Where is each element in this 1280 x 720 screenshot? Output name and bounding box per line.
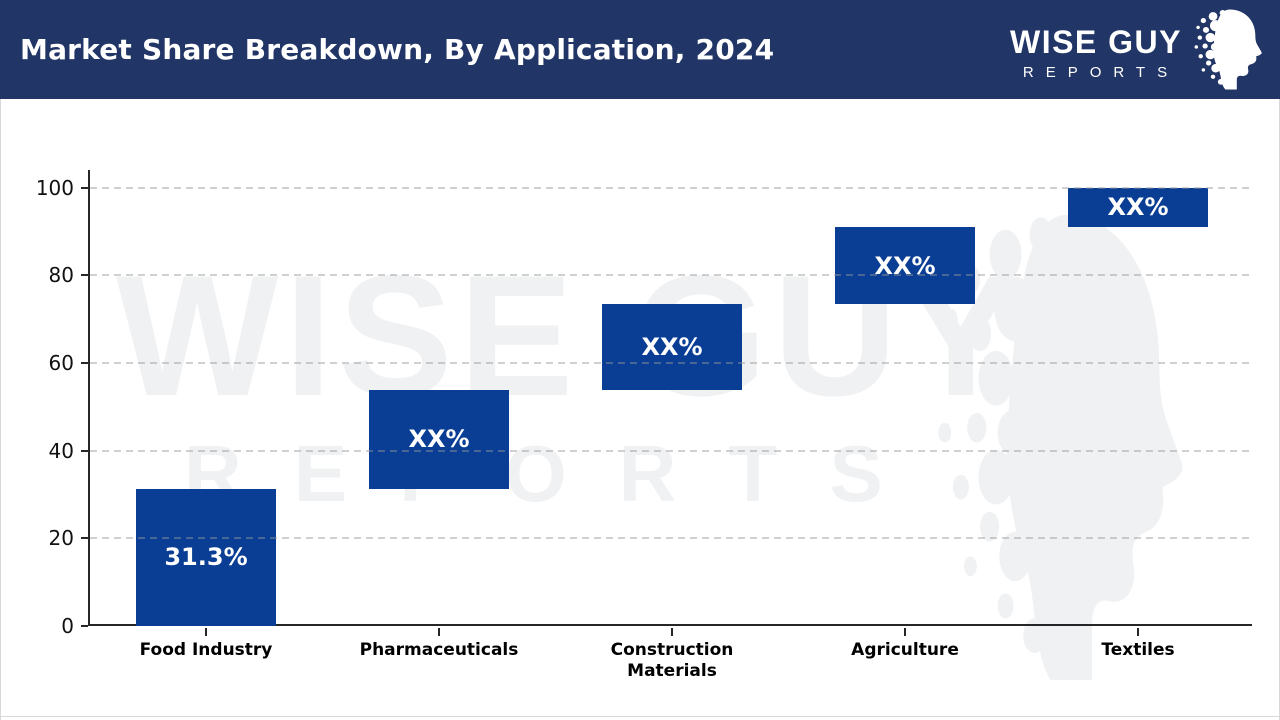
header-bar: Market Share Breakdown, By Application, … bbox=[0, 0, 1280, 99]
x-tick-mark bbox=[904, 628, 906, 636]
x-category-label: Construction Materials bbox=[610, 640, 734, 681]
x-category-label: Textiles bbox=[1101, 640, 1175, 660]
gridline bbox=[90, 187, 1252, 189]
bar-segment bbox=[136, 489, 276, 626]
bar-segment bbox=[835, 227, 975, 304]
bar-value-label: XX% bbox=[874, 252, 936, 280]
page-left-border bbox=[0, 99, 1, 720]
x-category-label: Food Industry bbox=[139, 640, 273, 660]
x-tick-mark bbox=[438, 628, 440, 636]
logo-head-icon bbox=[1194, 9, 1262, 90]
x-category-label: Pharmaceuticals bbox=[359, 640, 519, 660]
y-tick-mark bbox=[81, 187, 88, 189]
bar-value-label: XX% bbox=[408, 425, 470, 453]
bar-value-label: XX% bbox=[1107, 193, 1169, 221]
bar-segment bbox=[369, 390, 509, 489]
logo-name: WISE GUY bbox=[1009, 24, 1182, 60]
y-tick-mark bbox=[81, 537, 88, 539]
x-category-label: Agriculture bbox=[851, 640, 959, 660]
y-tick-label: 80 bbox=[48, 263, 74, 287]
y-tick-label: 60 bbox=[48, 351, 74, 375]
y-tick-label: 40 bbox=[48, 439, 74, 463]
x-tick-mark bbox=[205, 628, 207, 636]
y-tick-label: 0 bbox=[61, 614, 74, 638]
y-tick-mark bbox=[81, 274, 88, 276]
y-tick-mark bbox=[81, 362, 88, 364]
gridline bbox=[90, 274, 1252, 276]
y-tick-mark bbox=[81, 625, 88, 627]
gridline bbox=[90, 450, 1252, 452]
bar-value-label: XX% bbox=[641, 333, 703, 361]
brand-logo: WISE GUY REPORTS bbox=[1010, 7, 1272, 92]
page-title: Market Share Breakdown, By Application, … bbox=[20, 33, 775, 66]
y-tick-mark bbox=[81, 450, 88, 452]
y-tick-label: 20 bbox=[48, 526, 74, 550]
x-tick-mark bbox=[1137, 628, 1139, 636]
chart-plot-area: 31.3% Food Industry XX% Pharmaceuticals XX% C… bbox=[36, 170, 1252, 681]
logo-tagline: REPORTS bbox=[1022, 64, 1180, 81]
y-tick-label: 100 bbox=[35, 176, 74, 200]
bar-segment bbox=[602, 304, 742, 390]
brand-logo-text: WISE GUY REPORTS bbox=[1010, 24, 1182, 81]
bar-value-label: 31.3% bbox=[164, 543, 248, 571]
gridline bbox=[90, 537, 1252, 539]
gridline bbox=[90, 362, 1252, 364]
x-tick-mark bbox=[671, 628, 673, 636]
page-bottom-border bbox=[0, 716, 1280, 717]
